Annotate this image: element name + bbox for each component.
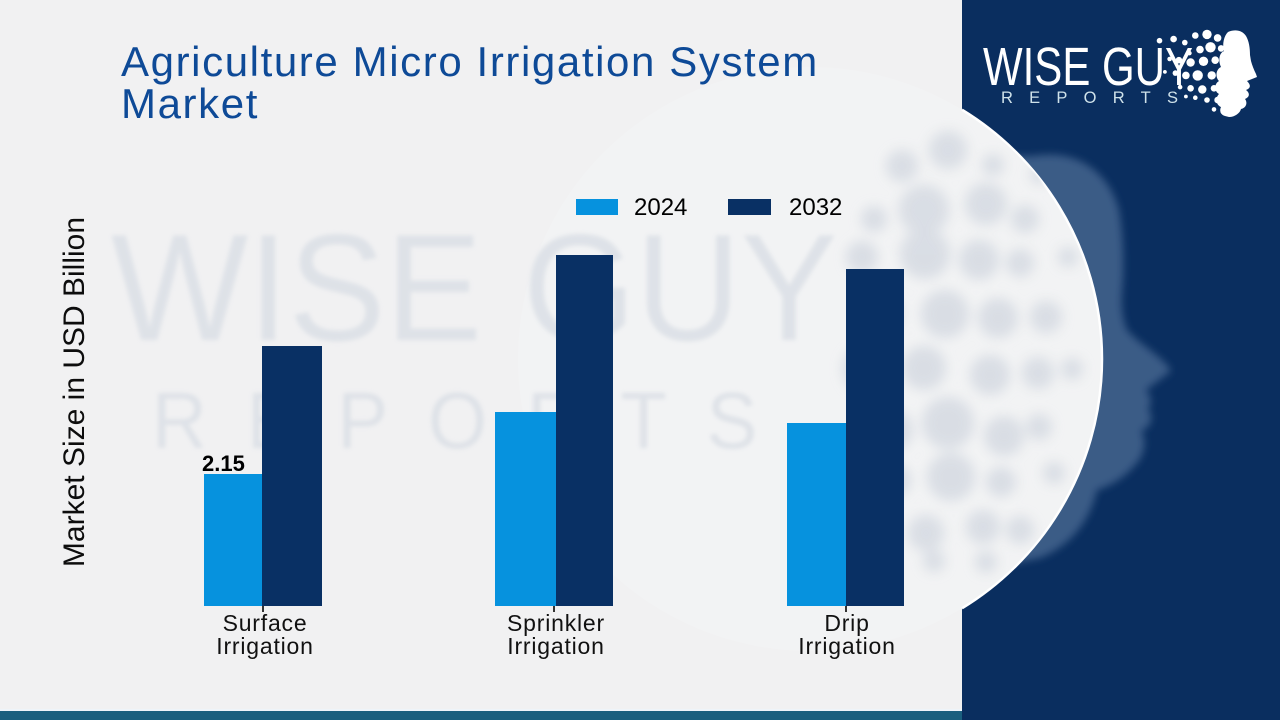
svg-text:WISE GUY: WISE GUY <box>111 202 838 373</box>
svg-text:REPORTS: REPORTS <box>152 375 797 465</box>
svg-text:WISE GUY: WISE GUY <box>983 37 1193 97</box>
svg-text:REPORTS: REPORTS <box>1001 89 1194 107</box>
